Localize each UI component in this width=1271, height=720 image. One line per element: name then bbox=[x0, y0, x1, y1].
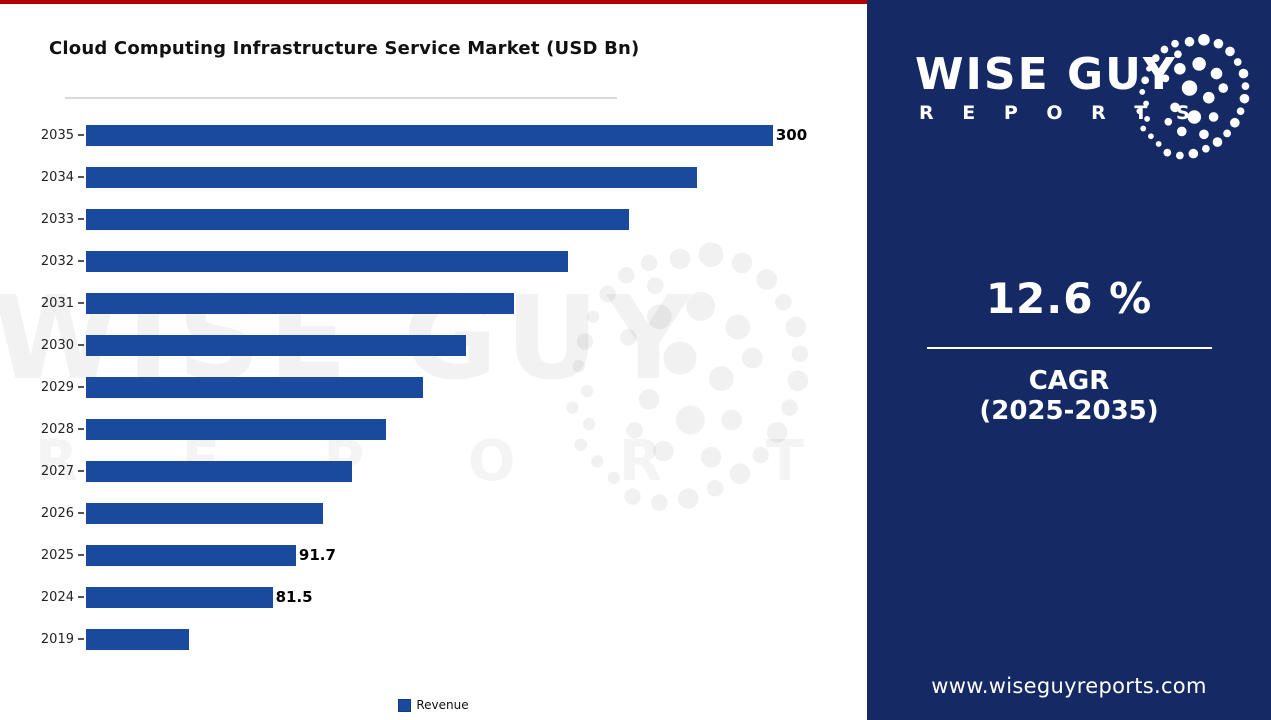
revenue-bar bbox=[86, 208, 629, 230]
year-tick-label: 2034 bbox=[40, 169, 74, 185]
logo-head-dots-icon bbox=[1136, 34, 1250, 160]
bar-value-label: 300 bbox=[775, 126, 808, 144]
bar-row: 2032 bbox=[10, 240, 853, 282]
revenue-bar bbox=[86, 376, 424, 398]
cagr-label: CAGR bbox=[1028, 366, 1110, 396]
title-underline bbox=[65, 97, 617, 99]
bar-track bbox=[86, 240, 853, 282]
logo-text-line2: R E P O R T S bbox=[919, 102, 1201, 125]
year-tick-label: 2031 bbox=[40, 295, 74, 311]
year-tick-label: 2035 bbox=[40, 127, 74, 143]
chart-panel: WISE GUY R E P O R T S Cloud Computing I… bbox=[0, 0, 867, 712]
axis-tick bbox=[78, 470, 84, 472]
cagr-divider bbox=[926, 347, 1212, 349]
axis-tick bbox=[78, 638, 84, 640]
axis-tick bbox=[78, 344, 84, 346]
revenue-bar bbox=[86, 250, 568, 272]
year-tick-label: 2019 bbox=[40, 631, 74, 647]
axis-tick bbox=[78, 302, 84, 304]
year-tick-label: 2026 bbox=[40, 505, 74, 521]
revenue-bar bbox=[86, 544, 296, 566]
revenue-bar bbox=[86, 292, 514, 314]
year-tick-label: 2032 bbox=[40, 253, 74, 269]
bar-track bbox=[86, 492, 853, 534]
bar-track bbox=[86, 408, 853, 450]
bar-track bbox=[86, 450, 853, 492]
bar-track: 300 bbox=[86, 114, 853, 156]
cagr-range: (2025-2035) bbox=[979, 395, 1159, 426]
bar-track: 91.7 bbox=[86, 534, 853, 576]
axis-tick bbox=[78, 554, 84, 556]
revenue-bar bbox=[86, 418, 386, 440]
chart-legend: Revenue bbox=[0, 698, 867, 712]
revenue-bar bbox=[86, 166, 697, 188]
bar-track bbox=[86, 366, 853, 408]
year-tick-label: 2033 bbox=[40, 211, 74, 227]
bar-row: 2035 300 bbox=[10, 114, 853, 156]
year-tick-label: 2025 bbox=[40, 547, 74, 563]
bar-row: 2033 bbox=[10, 198, 853, 240]
year-tick-label: 2028 bbox=[40, 421, 74, 437]
cagr-value: 12.6 % bbox=[985, 274, 1153, 323]
bar-value-label: 91.7 bbox=[298, 546, 336, 564]
bar-value-label: 81.5 bbox=[275, 588, 313, 606]
bar-row: 2019 bbox=[10, 618, 853, 660]
axis-tick bbox=[78, 218, 84, 220]
revenue-bar bbox=[86, 334, 467, 356]
logo-text-line1: WISE GUY bbox=[915, 49, 1177, 100]
wise-guy-reports-logo: WISE GUY R E P O R T S bbox=[867, 34, 1271, 162]
chart-title: Cloud Computing Infrastructure Service M… bbox=[49, 38, 640, 59]
bar-track bbox=[86, 282, 853, 324]
bar-row: 2025 91.7 bbox=[10, 534, 853, 576]
bar-track bbox=[86, 618, 853, 660]
bar-row: 2029 bbox=[10, 366, 853, 408]
axis-tick bbox=[78, 386, 84, 388]
revenue-bar bbox=[86, 460, 353, 482]
axis-tick bbox=[78, 596, 84, 598]
bar-row: 2030 bbox=[10, 324, 853, 366]
bar-row: 2024 81.5 bbox=[10, 576, 853, 618]
axis-tick bbox=[78, 512, 84, 514]
axis-tick bbox=[78, 428, 84, 430]
axis-tick bbox=[78, 134, 84, 136]
cagr-block: 12.6 % CAGR (2025-2035) bbox=[867, 274, 1271, 427]
bar-track: 81.5 bbox=[86, 576, 853, 618]
year-tick-label: 2030 bbox=[40, 337, 74, 353]
legend-label-revenue: Revenue bbox=[416, 698, 469, 712]
axis-tick bbox=[78, 260, 84, 262]
axis-tick bbox=[78, 176, 84, 178]
bar-track bbox=[86, 324, 853, 366]
website-url: www.wiseguyreports.com bbox=[931, 674, 1207, 698]
year-tick-label: 2029 bbox=[40, 379, 74, 395]
bar-track bbox=[86, 198, 853, 240]
bar-track bbox=[86, 156, 853, 198]
revenue-bar bbox=[86, 124, 773, 146]
year-tick-label: 2024 bbox=[40, 589, 74, 605]
year-tick-label: 2027 bbox=[40, 463, 74, 479]
legend-swatch-revenue bbox=[398, 698, 412, 712]
revenue-bar bbox=[86, 502, 323, 524]
revenue-bar bbox=[86, 628, 189, 650]
bar-row: 2027 bbox=[10, 450, 853, 492]
plot-area: 2035 300 2034 2033 2032 2031 2030 2029 2028 2027 2… bbox=[10, 114, 853, 660]
info-panel: WISE GUY R E P O R T S 12.6 % CAGR (2025… bbox=[867, 0, 1271, 720]
bar-row: 2028 bbox=[10, 408, 853, 450]
bar-row: 2031 bbox=[10, 282, 853, 324]
bar-row: 2034 bbox=[10, 156, 853, 198]
revenue-bar bbox=[86, 586, 273, 608]
bar-row: 2026 bbox=[10, 492, 853, 534]
